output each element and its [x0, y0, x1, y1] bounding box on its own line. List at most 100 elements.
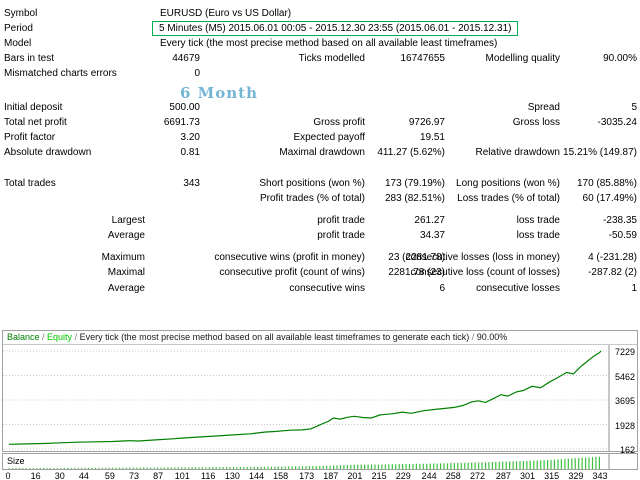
x-axis-label: 215: [371, 471, 387, 480]
x-axis-label: 301: [519, 471, 536, 480]
profit-trades-label: Profit trades (% of total): [259, 193, 365, 204]
size-bar: [474, 462, 476, 469]
x-axis-label: 116: [201, 471, 216, 480]
size-bar: [360, 464, 362, 469]
size-bar: [436, 463, 438, 469]
ticks-modelled-label: Ticks modelled: [298, 53, 365, 64]
size-bar: [174, 467, 176, 469]
average-consecutive-losses-label: consecutive losses: [476, 283, 560, 294]
size-bar: [108, 467, 110, 469]
row-maximal-consecutive: Maximal consecutive profit (count of win…: [0, 265, 640, 280]
size-bar: [246, 466, 248, 469]
size-panel-label: Size: [7, 456, 25, 466]
y-axis-label: 3695: [614, 396, 635, 406]
balance-chart: Balance / Equity / Every tick (the most …: [2, 330, 638, 455]
size-bar: [122, 467, 124, 469]
size-bar: [350, 464, 352, 469]
size-bar: [547, 459, 549, 469]
period-value: 5 Minutes (M5) 2015.06.01 00:05 - 2015.1…: [159, 23, 512, 34]
x-axis-label: 258: [445, 471, 461, 480]
size-bar: [440, 463, 442, 469]
size-bar: [191, 467, 193, 469]
size-bar: [509, 461, 511, 469]
size-bar: [526, 460, 528, 469]
y-axis-label: 5462: [614, 371, 635, 382]
x-axis-label: 158: [273, 471, 289, 480]
size-bar: [243, 466, 245, 469]
size-bar: [346, 465, 348, 469]
row-profit-trades: Profit trades (% of total) 283 (82.51%) …: [0, 191, 640, 206]
largest-label: Largest: [111, 215, 145, 226]
size-bar: [595, 456, 597, 469]
size-bar: [219, 467, 221, 469]
size-bar: [578, 458, 580, 469]
size-bar: [74, 467, 76, 469]
size-panel: Size: [2, 453, 638, 470]
balance-plot: [3, 345, 610, 451]
size-bar: [112, 467, 114, 469]
size-bar: [381, 464, 383, 469]
size-bar: [201, 467, 203, 469]
size-bar: [222, 467, 224, 469]
x-axis-label: 329: [568, 471, 584, 480]
long-positions-value: 170 (85.88%): [576, 178, 637, 189]
relative-drawdown-value: 15.21% (149.87): [563, 147, 637, 158]
size-bar: [295, 466, 297, 469]
legend-separator: /: [72, 332, 80, 342]
size-bar: [53, 468, 55, 469]
legend-separator: /: [39, 332, 48, 342]
x-axis-label: 101: [174, 471, 190, 480]
profit-factor-value: 3.20: [180, 132, 200, 143]
size-bar: [143, 467, 145, 469]
size-bar: [484, 462, 487, 469]
model-label: Model: [4, 38, 32, 49]
size-bar: [77, 467, 79, 469]
size-bar: [125, 467, 128, 469]
maximal-label: Maximal: [107, 267, 145, 278]
average-consecutive-wins-label: consecutive wins: [289, 283, 365, 294]
size-bar: [574, 458, 576, 469]
initial-deposit-label: Initial deposit: [4, 102, 63, 113]
size-bar: [353, 464, 355, 469]
chart-legend: Balance / Equity / Every tick (the most …: [3, 331, 637, 345]
size-bar: [498, 461, 500, 469]
row-model: Model Every tick (the most precise metho…: [0, 36, 640, 51]
size-bar: [36, 468, 38, 469]
mismatched-errors-label: Mismatched charts errors: [4, 68, 117, 79]
size-bar: [84, 467, 86, 469]
short-positions-label: Short positions (won %): [259, 178, 365, 189]
x-axis-label: 173: [299, 471, 315, 480]
x-axis-label: 272: [469, 471, 485, 480]
average-loss-trade-value: -50.59: [608, 230, 637, 241]
spread-label: Spread: [527, 102, 560, 113]
size-bar: [291, 466, 293, 469]
size-bar: [267, 466, 269, 469]
size-bar: [453, 463, 455, 469]
size-bar: [426, 463, 428, 469]
size-bar: [402, 464, 404, 469]
average-label: Average: [107, 230, 145, 241]
size-bar: [450, 463, 452, 469]
size-bar: [419, 463, 421, 469]
x-axis-label: 130: [224, 471, 240, 480]
size-bar: [415, 463, 417, 469]
size-bar: [343, 465, 345, 469]
size-bar: [339, 465, 342, 469]
maximal-consecutive-loss-value: -287.82 (2): [588, 267, 637, 278]
size-bar: [115, 467, 117, 469]
model-value: Every tick (the most precise method base…: [160, 38, 498, 49]
average-loss-trade-label: loss trade: [516, 230, 560, 241]
size-bar: [67, 467, 69, 469]
row-period: Period 5 Minutes (M5) 2015.06.01 00:05 -…: [0, 21, 640, 36]
x-axis-label: 144: [249, 471, 265, 480]
size-bar: [277, 466, 279, 469]
x-axis-label: 315: [544, 471, 560, 480]
size-bar: [495, 461, 497, 469]
size-bar: [18, 468, 21, 469]
size-bar: [326, 465, 328, 469]
size-bar: [491, 462, 493, 469]
size-bar: [232, 466, 235, 469]
size-bar: [270, 466, 272, 469]
row-average-trade: Average profit trade 34.37 loss trade -5…: [0, 228, 640, 243]
